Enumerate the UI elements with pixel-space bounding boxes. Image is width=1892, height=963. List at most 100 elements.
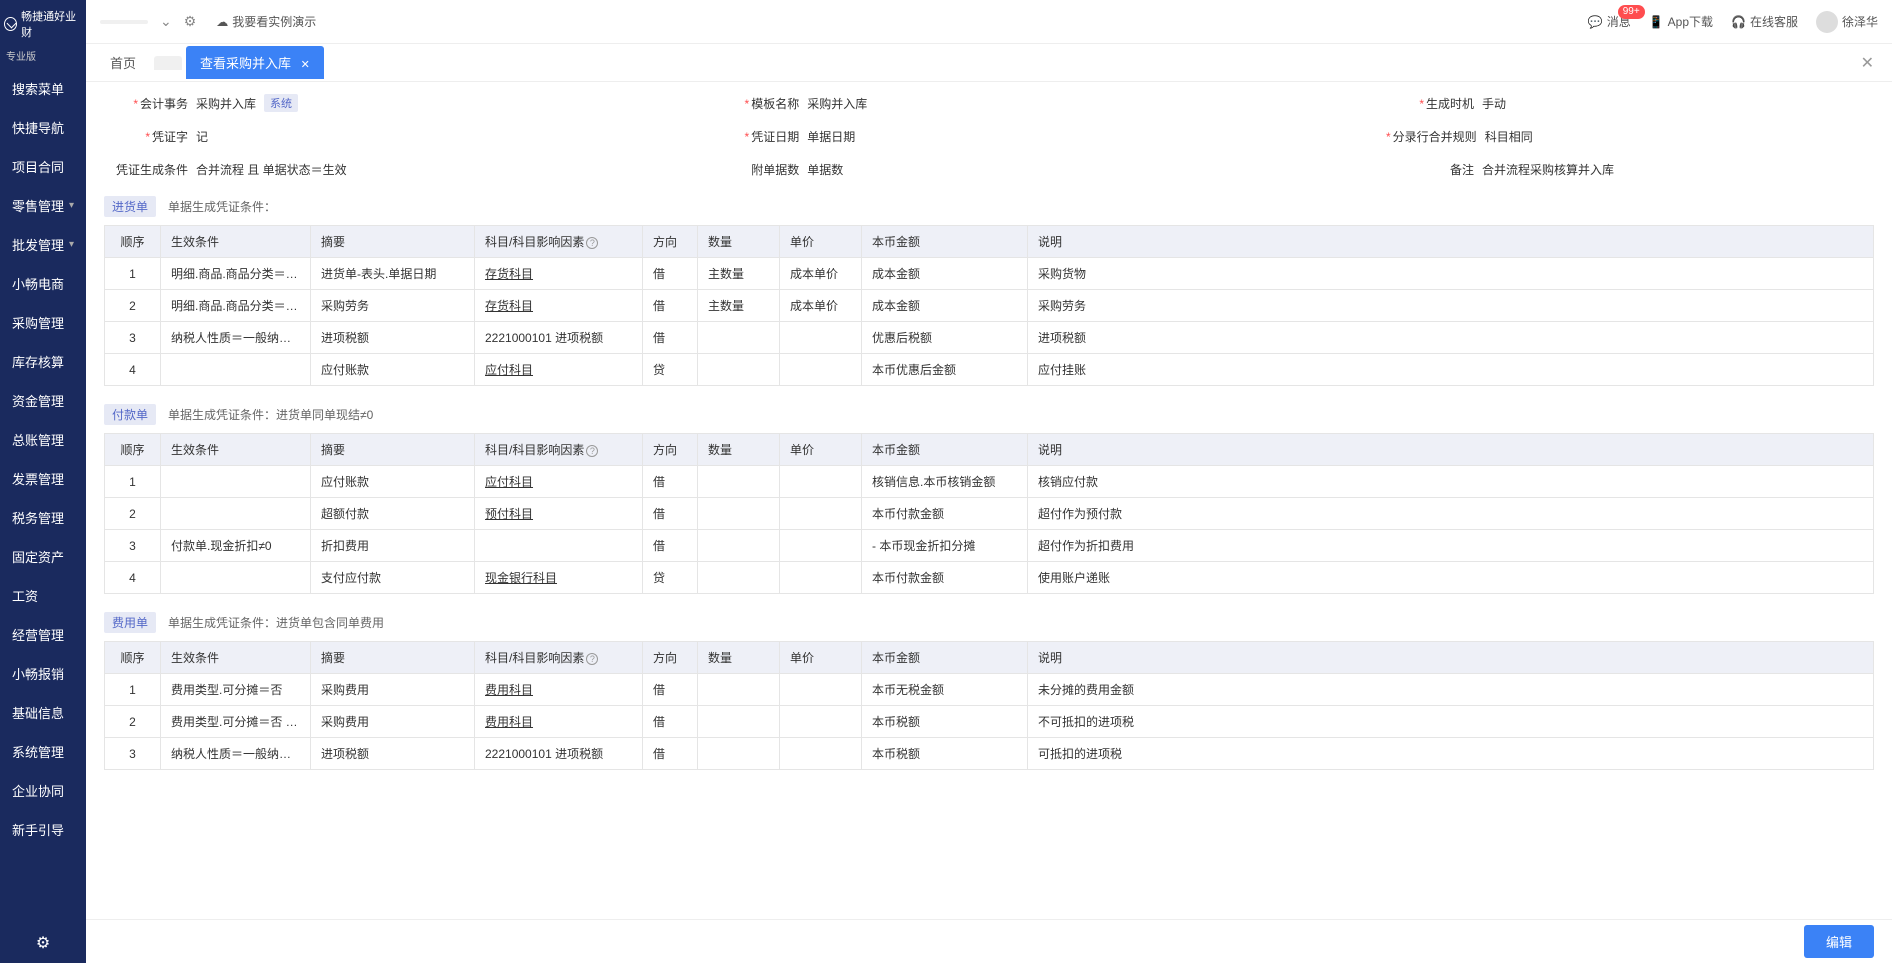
table-header: 说明 xyxy=(1028,434,1874,466)
table-row: 2明细.商品.商品分类＝劳务采购劳务存货科目借主数量成本单价成本金额采购劳务 xyxy=(105,290,1874,322)
sidebar-item-label: 税务管理 xyxy=(12,508,64,527)
sidebar-item[interactable]: 快捷导航 xyxy=(0,108,86,147)
info-icon[interactable]: ? xyxy=(586,445,598,457)
summary-cell: 超额付款 xyxy=(311,498,475,530)
dir-cell: 借 xyxy=(643,322,698,354)
table-row: 3纳税人性质＝一般纳税人 且 发进项税额2221000101 进项税额借优惠后税… xyxy=(105,322,1874,354)
qty-cell xyxy=(698,706,780,738)
brand-logo: 畅捷通好业财 xyxy=(0,0,86,48)
voucher-table: 顺序生效条件摘要科目/科目影响因素?方向数量单价本币金额说明1明细.商品.商品分… xyxy=(104,225,1874,386)
tab-active[interactable]: 查看采购并入库 ✕ xyxy=(186,46,324,79)
sidebar-item[interactable]: 经营管理 xyxy=(0,615,86,654)
sidebar-item-label: 快捷导航 xyxy=(12,118,64,137)
chevron-down-icon[interactable]: ⌄ xyxy=(160,13,172,30)
section-condition: 单据生成凭证条件： xyxy=(168,198,276,215)
sidebar-item[interactable]: 小畅电商 xyxy=(0,264,86,303)
table-row: 1应付账款应付科目借核销信息.本币核销金额核销应付款 xyxy=(105,466,1874,498)
brand-name: 畅捷通好业财 xyxy=(21,8,82,40)
sidebar-item-label: 经营管理 xyxy=(12,625,64,644)
voucher-table: 顺序生效条件摘要科目/科目影响因素?方向数量单价本币金额说明1费用类型.可分摊＝… xyxy=(104,641,1874,770)
dir-cell: 借 xyxy=(643,738,698,770)
sidebar-item[interactable]: 基础信息 xyxy=(0,693,86,732)
info-icon[interactable]: ? xyxy=(586,653,598,665)
sidebar-item-label: 小畅报销 xyxy=(12,664,64,683)
table-row: 2费用类型.可分摊＝否 且 (纳税采购费用费用科目借本币税额不可抵扣的进项税 xyxy=(105,706,1874,738)
desc-cell: 未分摊的费用金额 xyxy=(1028,674,1874,706)
desc-cell: 应付挂账 xyxy=(1028,354,1874,386)
sidebar-item-label: 发票管理 xyxy=(12,469,64,488)
topbar-service[interactable]: 🎧 在线客服 xyxy=(1731,13,1798,30)
cond-cell xyxy=(161,466,311,498)
org-selector[interactable] xyxy=(100,20,148,24)
table-header: 生效条件 xyxy=(161,434,311,466)
amt-cell: 本币税额 xyxy=(862,706,1028,738)
form-biz-value: 采购并入库 xyxy=(196,95,256,112)
tab-hidden[interactable] xyxy=(154,56,182,70)
sidebar-item[interactable]: 新手引导 xyxy=(0,810,86,849)
sidebar-item[interactable]: 批发管理▾ xyxy=(0,225,86,264)
cond-cell: 明细.商品.商品分类＝劳务 xyxy=(161,290,311,322)
info-icon[interactable]: ? xyxy=(586,237,598,249)
price-cell xyxy=(780,530,862,562)
sidebar-item-label: 小畅电商 xyxy=(12,274,64,293)
summary-cell: 折扣费用 xyxy=(311,530,475,562)
sidebar-item[interactable]: 搜索菜单 xyxy=(0,69,86,108)
table-header: 顺序 xyxy=(105,434,161,466)
sidebar-item[interactable]: 总账管理 xyxy=(0,420,86,459)
content-area: *会计事务 采购并入库 系统 *模板名称 采购并入库 *生成时机 手动 *凭证字… xyxy=(86,82,1892,963)
tabs-close-all-icon[interactable]: ✕ xyxy=(1853,49,1882,77)
sidebar-item[interactable]: 项目合同 xyxy=(0,147,86,186)
form-gen-label: *生成时机 xyxy=(1386,95,1474,112)
seq-cell: 2 xyxy=(105,706,161,738)
cond-cell: 付款单.现金折扣≠0 xyxy=(161,530,311,562)
price-cell xyxy=(780,706,862,738)
sidebar-item[interactable]: 系统管理 xyxy=(0,732,86,771)
amt-cell: 成本金额 xyxy=(862,290,1028,322)
cond-cell xyxy=(161,562,311,594)
voucher-table: 顺序生效条件摘要科目/科目影响因素?方向数量单价本币金额说明1应付账款应付科目借… xyxy=(104,433,1874,594)
sidebar-item[interactable]: 工资 xyxy=(0,576,86,615)
desc-cell: 采购劳务 xyxy=(1028,290,1874,322)
topbar-messages[interactable]: 💬 消息 99+ xyxy=(1588,13,1631,30)
tab-home[interactable]: 首页 xyxy=(96,46,150,79)
gear-icon[interactable]: ⚙ xyxy=(184,13,197,30)
sidebar-item[interactable]: 税务管理 xyxy=(0,498,86,537)
table-header: 生效条件 xyxy=(161,226,311,258)
summary-cell: 进项税额 xyxy=(311,738,475,770)
form-att-label: 附单据数 xyxy=(727,161,799,178)
close-icon[interactable]: ✕ xyxy=(301,59,310,71)
sidebar-item-label: 批发管理 xyxy=(12,235,64,254)
voucher-section: 付款单单据生成凭证条件：进货单同单现结≠0顺序生效条件摘要科目/科目影响因素?方… xyxy=(86,390,1892,598)
amt-cell: 本币无税金额 xyxy=(862,674,1028,706)
sidebar-item[interactable]: 库存核算 xyxy=(0,342,86,381)
table-header: 数量 xyxy=(698,434,780,466)
message-icon: 💬 xyxy=(1588,15,1603,29)
subject-cell: 应付科目 xyxy=(475,466,643,498)
sidebar-item[interactable]: 固定资产 xyxy=(0,537,86,576)
subject-cell: 存货科目 xyxy=(475,258,643,290)
edit-button[interactable]: 编辑 xyxy=(1804,925,1874,958)
price-cell xyxy=(780,498,862,530)
table-header: 本币金额 xyxy=(862,226,1028,258)
messages-badge: 99+ xyxy=(1618,5,1645,19)
demo-link[interactable]: ☁ 我要看实例演示 xyxy=(216,13,316,30)
dir-cell: 贷 xyxy=(643,354,698,386)
sidebar-item[interactable]: 发票管理 xyxy=(0,459,86,498)
form-tpl-label: *模板名称 xyxy=(727,95,799,112)
sidebar-item[interactable]: 小畅报销 xyxy=(0,654,86,693)
sidebar-item-label: 新手引导 xyxy=(12,820,64,839)
seq-cell: 2 xyxy=(105,498,161,530)
download-label: App下载 xyxy=(1668,13,1713,30)
topbar-download[interactable]: 📱 App下载 xyxy=(1649,13,1713,30)
sidebar-item[interactable]: 资金管理 xyxy=(0,381,86,420)
table-row: 3付款单.现金折扣≠0折扣费用借- 本币现金折扣分摊超付作为折扣费用 xyxy=(105,530,1874,562)
sidebar-item[interactable]: 零售管理▾ xyxy=(0,186,86,225)
sidebar-item[interactable]: 企业协同 xyxy=(0,771,86,810)
sidebar-item-label: 基础信息 xyxy=(12,703,64,722)
sidebar-settings-icon[interactable]: ⚙ xyxy=(0,923,86,963)
sidebar-item-label: 采购管理 xyxy=(12,313,64,332)
sidebar-item-label: 搜索菜单 xyxy=(12,79,64,98)
sidebar-item[interactable]: 采购管理 xyxy=(0,303,86,342)
topbar-user[interactable]: 徐泽华 xyxy=(1816,11,1878,33)
dir-cell: 借 xyxy=(643,258,698,290)
